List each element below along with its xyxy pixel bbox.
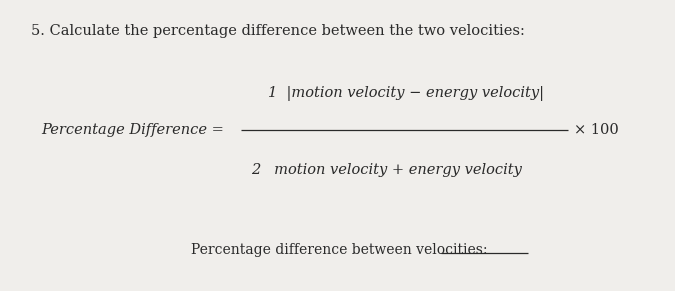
- Text: × 100: × 100: [574, 123, 619, 137]
- Text: Percentage difference between velocities:: Percentage difference between velocities…: [191, 243, 487, 257]
- Text: 1  |motion velocity − energy velocity|: 1 |motion velocity − energy velocity|: [267, 86, 543, 101]
- Text: 2   motion velocity + energy velocity: 2 motion velocity + energy velocity: [251, 163, 522, 177]
- Text: Percentage Difference =: Percentage Difference =: [40, 123, 223, 137]
- Text: 5. Calculate the percentage difference between the two velocities:: 5. Calculate the percentage difference b…: [31, 24, 524, 38]
